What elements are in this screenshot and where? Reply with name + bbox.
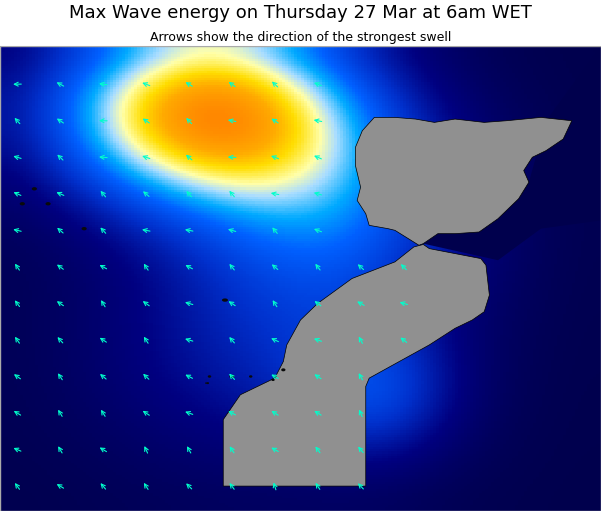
Ellipse shape (249, 375, 252, 378)
Ellipse shape (271, 379, 275, 381)
Polygon shape (423, 46, 601, 260)
Ellipse shape (46, 202, 50, 205)
Ellipse shape (273, 375, 276, 378)
Polygon shape (223, 244, 489, 486)
Ellipse shape (229, 375, 234, 378)
Ellipse shape (82, 227, 87, 230)
Polygon shape (355, 118, 572, 245)
Ellipse shape (32, 187, 37, 191)
Ellipse shape (20, 202, 25, 205)
Text: Max Wave energy on Thursday 27 Mar at 6am WET: Max Wave energy on Thursday 27 Mar at 6a… (69, 4, 532, 22)
Ellipse shape (281, 368, 285, 371)
Ellipse shape (222, 298, 228, 301)
Ellipse shape (207, 382, 209, 384)
Ellipse shape (208, 375, 211, 378)
Ellipse shape (205, 382, 207, 384)
Text: Arrows show the direction of the strongest swell: Arrows show the direction of the stronge… (150, 31, 451, 44)
